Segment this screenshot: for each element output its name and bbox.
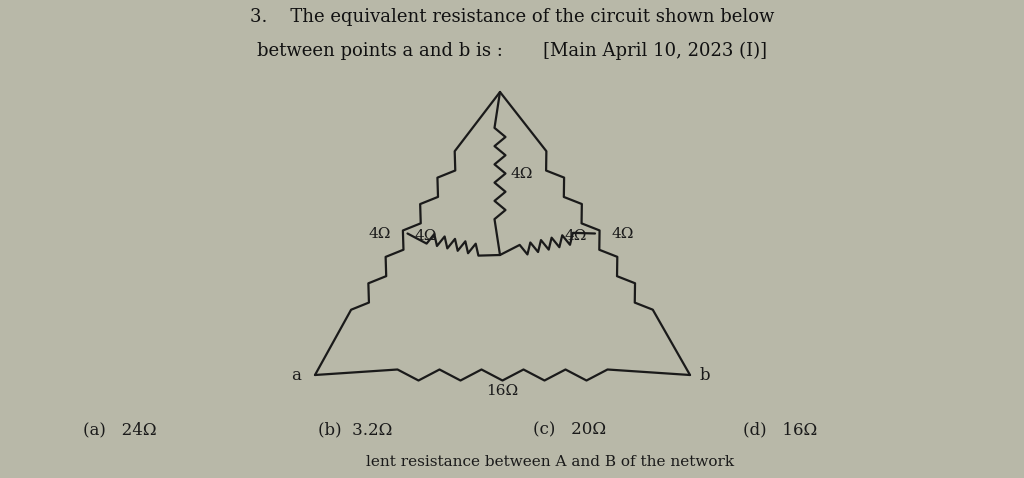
Text: 4Ω: 4Ω (564, 229, 587, 243)
Text: (c)   20Ω: (c) 20Ω (534, 422, 606, 438)
Text: 3.    The equivalent resistance of the circuit shown below: 3. The equivalent resistance of the circ… (250, 8, 774, 26)
Text: 16Ω: 16Ω (486, 384, 518, 398)
Text: (a)   24Ω: (a) 24Ω (83, 422, 157, 438)
Text: 4Ω: 4Ω (415, 229, 437, 243)
Text: b: b (700, 367, 711, 383)
Text: lent resistance between A and B of the network: lent resistance between A and B of the n… (366, 455, 734, 469)
Text: (d)   16Ω: (d) 16Ω (742, 422, 817, 438)
Text: (b)  3.2Ω: (b) 3.2Ω (317, 422, 392, 438)
Text: 4Ω: 4Ω (511, 166, 534, 181)
Text: 4Ω: 4Ω (611, 227, 634, 240)
Text: between points a and b is :       [Main April 10, 2023 (I)]: between points a and b is : [Main April … (257, 42, 767, 60)
Text: 4Ω: 4Ω (369, 227, 391, 240)
Text: a: a (291, 367, 301, 383)
